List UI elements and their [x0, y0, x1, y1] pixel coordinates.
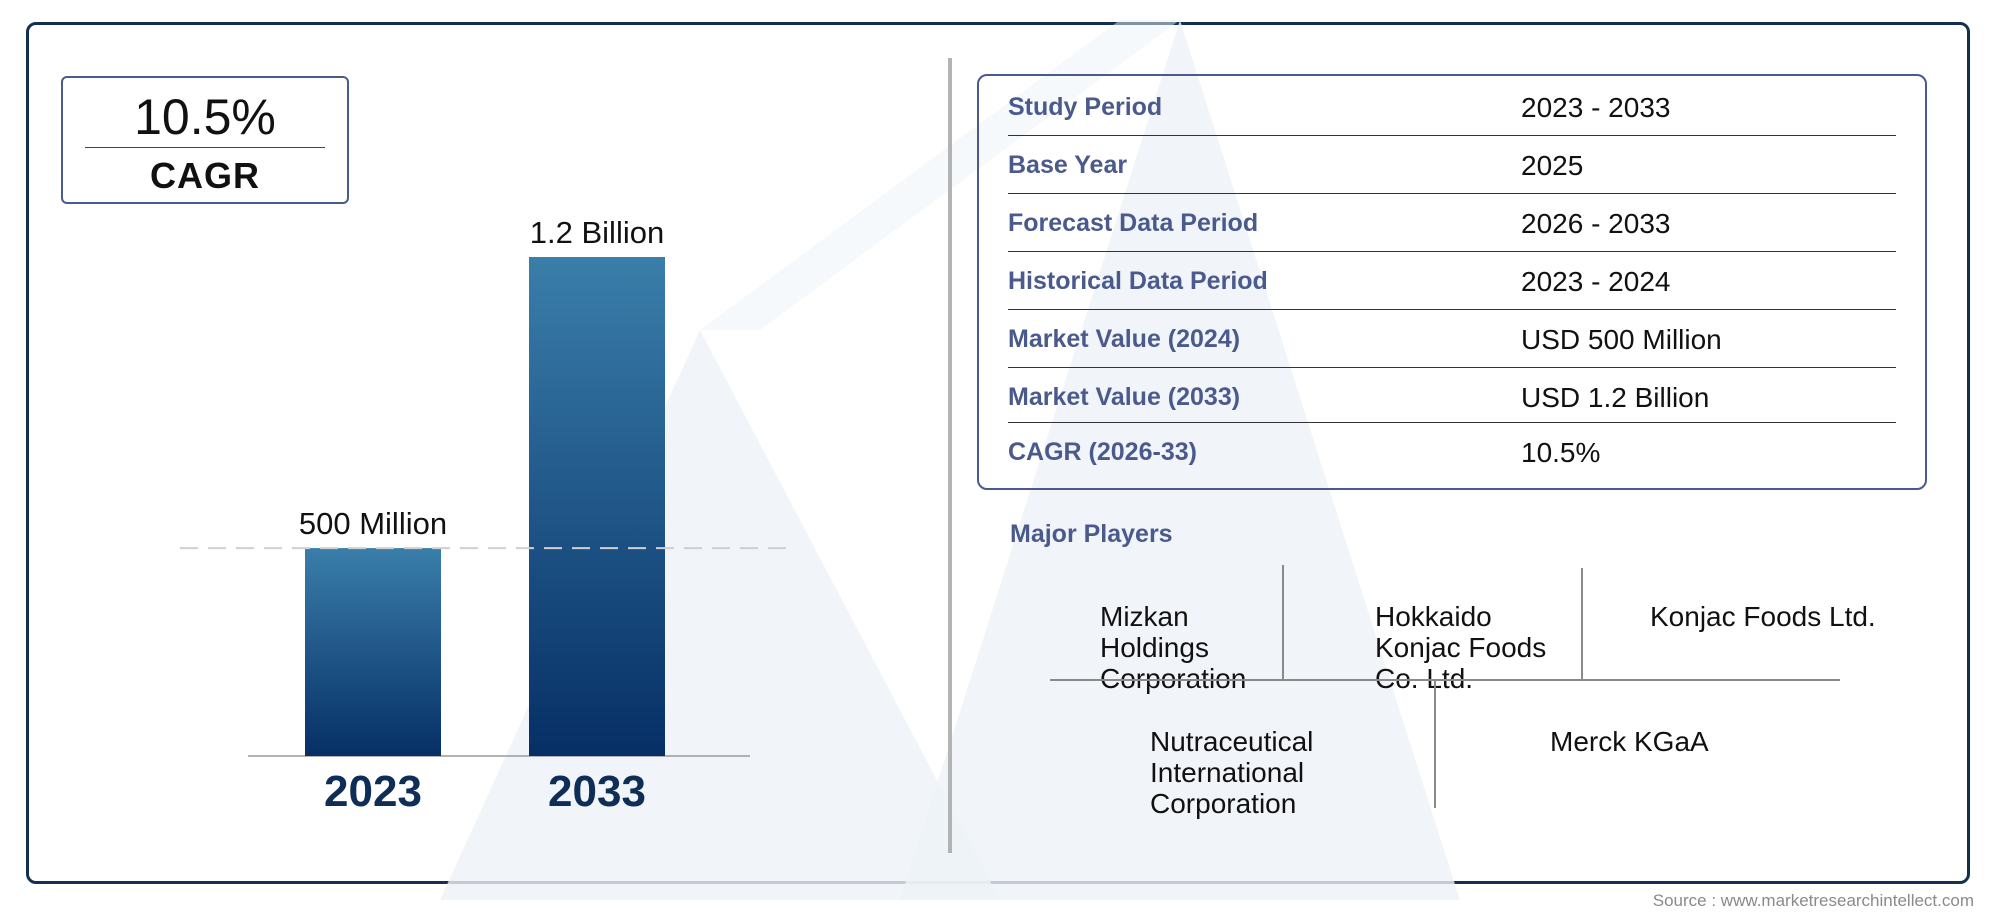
- data-label: 500 Million: [299, 506, 447, 541]
- info-label: Market Value (2033): [1008, 383, 1241, 411]
- vertical-divider: [948, 58, 952, 853]
- info-row: Study Period 2023 - 2033: [1008, 77, 1896, 136]
- info-value: 2025: [1521, 150, 1584, 181]
- info-label: Market Value (2024): [1008, 325, 1241, 353]
- info-label: CAGR (2026-33): [1008, 438, 1197, 466]
- cagr-value: 10.5%: [134, 89, 276, 145]
- info-row: Market Value (2024) USD 500 Million: [1008, 309, 1896, 368]
- players-divider: [1434, 680, 1436, 808]
- cagr-box: 10.5% CAGR: [61, 76, 349, 204]
- bar-2023: [305, 548, 441, 756]
- player-konjac-foods: Konjac Foods Ltd.: [1650, 601, 1876, 632]
- info-row: Historical Data Period 2023 - 2024: [1008, 251, 1896, 310]
- data-label: 1.2 Billion: [530, 215, 664, 250]
- bar-2033: [529, 257, 665, 756]
- x-tick-label: 2033: [548, 767, 646, 816]
- player-mizkan: Mizkan Holdings Corporation: [1100, 601, 1247, 694]
- player-merck: Merck KGaA: [1550, 726, 1709, 757]
- info-value: USD 1.2 Billion: [1521, 382, 1710, 413]
- cagr-label: CAGR: [150, 155, 260, 196]
- player-nutraceutical: Nutraceutical International Corporation: [1150, 726, 1314, 819]
- info-label: Study Period: [1008, 93, 1163, 121]
- info-table: Study Period 2023 - 2033 Base Year 2025 Fore…: [977, 74, 1927, 490]
- info-label: Forecast Data Period: [1008, 209, 1259, 237]
- players-divider: [1282, 565, 1284, 680]
- info-label: Base Year: [1008, 151, 1128, 179]
- players-divider: [1581, 568, 1583, 680]
- source-note: Source : www.marketresearchintellect.com: [1652, 891, 1974, 910]
- player-hokkaido: Hokkaido Konjac Foods Co. Ltd.: [1375, 601, 1547, 694]
- info-value: 2023 - 2033: [1521, 92, 1671, 123]
- info-row: Market Value (2033) USD 1.2 Billion: [1008, 367, 1896, 423]
- x-tick-label: 2023: [324, 767, 422, 816]
- bar-chart: 500 Million 2023 1.2 Billion 2033: [180, 215, 790, 816]
- major-players-title: Major Players: [1010, 520, 1173, 548]
- info-row: Forecast Data Period 2026 - 2033: [1008, 193, 1896, 252]
- info-value: 2026 - 2033: [1521, 208, 1671, 239]
- info-row: CAGR (2026-33) 10.5%: [1008, 422, 1896, 480]
- info-row: Base Year 2025: [1008, 135, 1896, 194]
- players-divider: [1050, 679, 1840, 681]
- info-value: USD 500 Million: [1521, 324, 1722, 355]
- info-value: 10.5%: [1521, 437, 1601, 468]
- info-label: Historical Data Period: [1008, 267, 1268, 295]
- cagr-divider: [85, 147, 325, 148]
- info-value: 2023 - 2024: [1521, 266, 1671, 297]
